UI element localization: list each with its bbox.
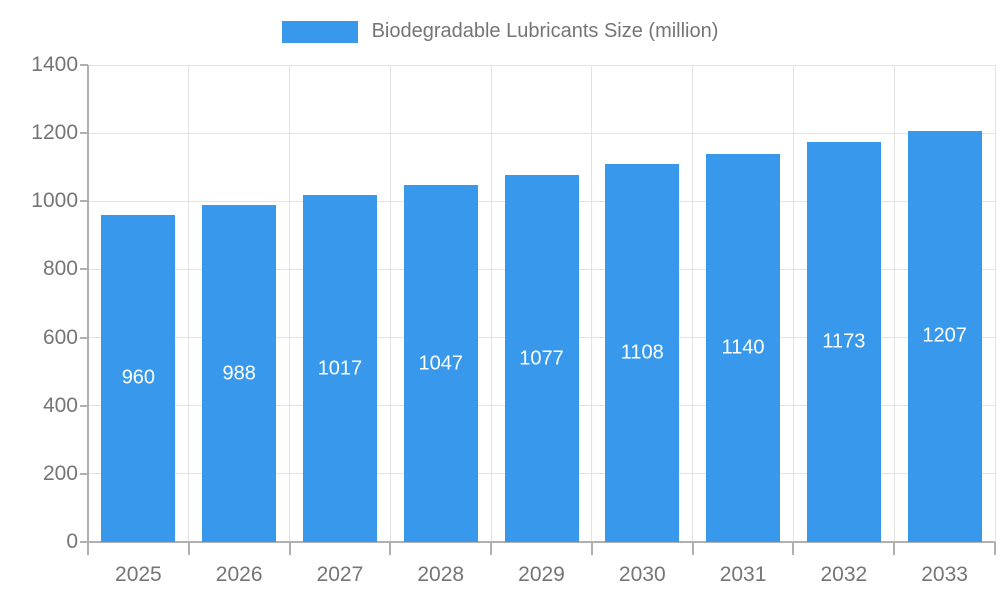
v-gridline xyxy=(490,65,492,542)
bar-2029 xyxy=(504,175,579,542)
y-axis-tick xyxy=(80,132,88,135)
v-gridline xyxy=(389,65,391,542)
x-axis-tick-label: 2029 xyxy=(518,563,565,586)
bar-value-label: 1108 xyxy=(620,341,664,364)
x-axis-tick xyxy=(590,542,593,555)
h-gridline xyxy=(88,132,995,134)
x-axis-tick-label: 2026 xyxy=(215,563,263,586)
y-axis-tick-label: 1000 xyxy=(31,189,78,213)
y-axis-tick-label: 1200 xyxy=(31,121,78,145)
x-axis-line xyxy=(88,541,995,543)
y-axis-tick xyxy=(80,268,88,271)
x-axis-tick-label: 2033 xyxy=(921,563,968,586)
y-axis-tick-label: 0 xyxy=(66,530,78,553)
y-axis-tick-label: 600 xyxy=(42,325,78,349)
bar-value-label: 1047 xyxy=(418,352,463,375)
bar-2032 xyxy=(806,142,881,542)
x-axis-tick xyxy=(389,542,392,555)
bar-2025 xyxy=(101,214,176,542)
y-axis-tick-label: 200 xyxy=(42,461,78,485)
bar-2027 xyxy=(302,195,377,542)
x-axis-tick xyxy=(288,542,291,555)
x-axis-tick-label: 2028 xyxy=(417,563,465,586)
y-axis-tick xyxy=(80,64,88,66)
x-axis-tick-label: 2030 xyxy=(618,563,666,586)
v-gridline xyxy=(994,65,996,542)
y-axis-tick-label: 1400 xyxy=(31,53,78,76)
x-axis-tick-label: 2025 xyxy=(115,563,162,586)
legend-label: Biodegradable Lubricants Size (million) xyxy=(371,20,719,42)
v-gridline xyxy=(591,65,593,542)
bar-2030 xyxy=(605,164,680,542)
v-gridline xyxy=(893,65,895,542)
legend-swatch xyxy=(281,20,358,43)
bar-2033 xyxy=(907,130,982,542)
y-axis-line xyxy=(87,65,89,555)
y-axis-tick-label: 400 xyxy=(42,393,78,417)
x-axis-tick xyxy=(691,542,694,555)
bar-value-label: 1140 xyxy=(721,336,765,359)
v-gridline xyxy=(692,65,694,542)
y-axis-tick xyxy=(80,200,88,203)
y-axis-tick-label: 800 xyxy=(42,257,78,281)
bar-value-label: 960 xyxy=(121,366,156,389)
x-axis-tick-label: 2027 xyxy=(316,563,364,586)
y-axis-tick xyxy=(80,541,88,543)
y-axis-tick xyxy=(80,472,88,475)
bar-2026 xyxy=(202,205,277,542)
bar-value-label: 1173 xyxy=(822,330,866,353)
x-axis-tick xyxy=(893,542,896,555)
x-axis-tick-label: 2031 xyxy=(719,563,767,586)
v-gridline xyxy=(289,65,291,542)
bar-value-label: 1207 xyxy=(922,324,967,347)
bar-2028 xyxy=(403,185,478,542)
x-axis-tick xyxy=(187,542,190,555)
bar-value-label: 988 xyxy=(222,362,256,385)
bar-2031 xyxy=(706,153,781,542)
chart-legend[interactable]: Biodegradable Lubricants Size (million) xyxy=(0,20,1000,43)
y-axis-tick xyxy=(80,336,88,339)
h-gridline xyxy=(88,64,995,66)
x-axis-tick-label: 2032 xyxy=(820,563,868,586)
x-axis-tick xyxy=(792,542,795,555)
bar-value-label: 1077 xyxy=(519,347,564,370)
x-axis-tick xyxy=(490,542,493,555)
y-axis-tick xyxy=(80,404,88,407)
v-gridline xyxy=(792,65,794,542)
x-axis-tick xyxy=(994,542,996,555)
bar-value-label: 1017 xyxy=(317,357,363,380)
v-gridline xyxy=(188,65,190,542)
